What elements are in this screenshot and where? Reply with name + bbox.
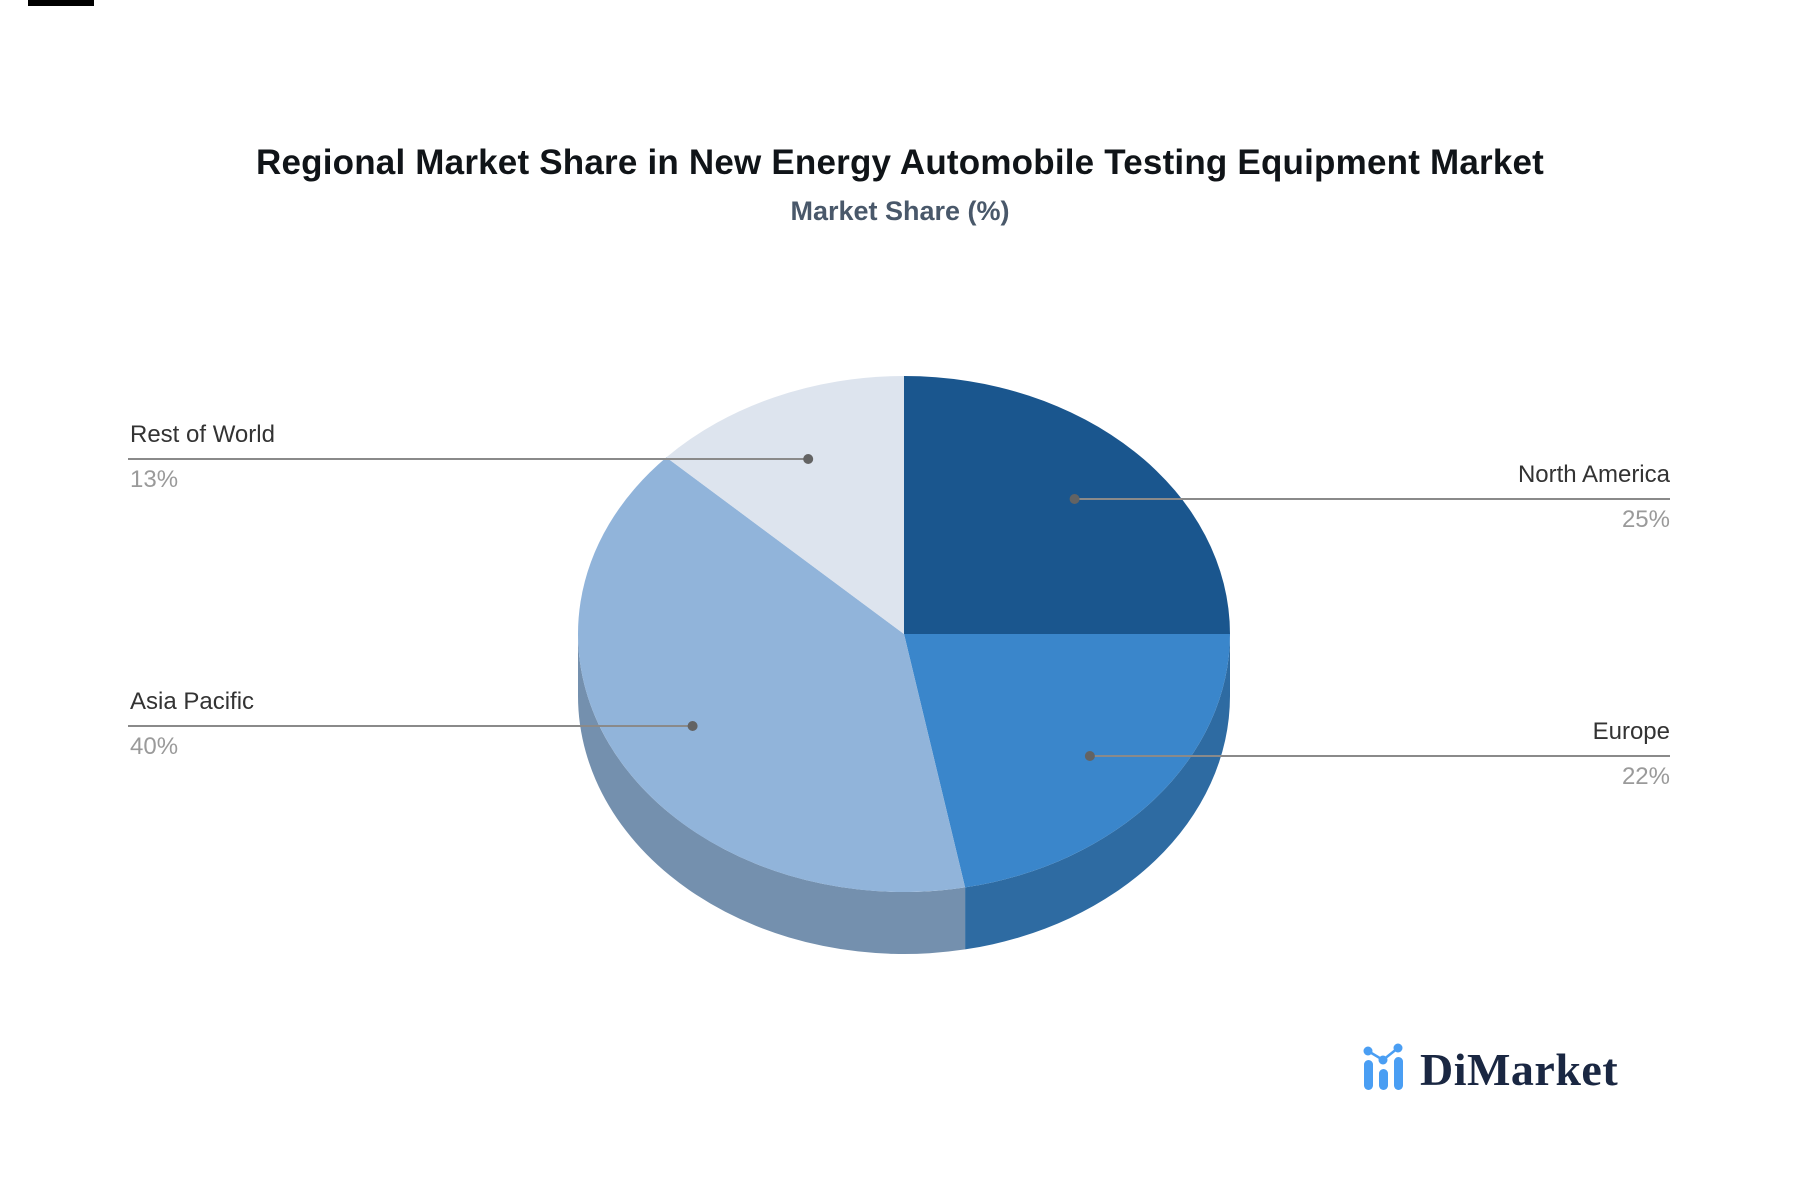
- logo-trend-dot: [1378, 1055, 1388, 1065]
- pie-label-name: Rest of World: [130, 421, 275, 448]
- brand-logo-text: DiMarket: [1420, 1044, 1619, 1095]
- pie-label-percent: 13%: [130, 466, 179, 493]
- pie-label-percent: 40%: [130, 733, 179, 760]
- logo-bar: [1394, 1057, 1403, 1090]
- brand-logo: DiMarket: [1362, 1040, 1619, 1095]
- screenshot-edge-artifact: [28, 0, 94, 6]
- pie-label-name: Asia Pacific: [130, 688, 255, 715]
- pie-label-asia-pacific: Asia Pacific 40%: [130, 688, 254, 760]
- chart-title: Regional Market Share in New Energy Auto…: [255, 143, 1545, 182]
- logo-trend-dot: [1393, 1043, 1403, 1053]
- chart-subtitle: Market Share (%): [790, 196, 1010, 226]
- callout-dot-europe: [1084, 751, 1095, 761]
- callout-dot-north-america: [1069, 494, 1080, 504]
- logo-bar: [1364, 1060, 1373, 1090]
- pie-slice-north-america: [904, 376, 1230, 634]
- logo-bar: [1379, 1069, 1388, 1090]
- callout-dot-rest-of-world: [803, 454, 814, 464]
- pie-depth-europe: [965, 634, 1230, 950]
- pie-slice-asia-pacific: [578, 457, 966, 892]
- pie-label-percent: 25%: [1621, 506, 1670, 533]
- pie-label-name: Europe: [1592, 718, 1670, 745]
- pie-label-europe: Europe 22%: [1593, 718, 1670, 790]
- pie-slice-europe: [904, 634, 1230, 888]
- pie-depth-asia-pacific: [578, 634, 966, 954]
- pie-slice-rest-of-world: [666, 376, 904, 634]
- logo-trend-dot: [1363, 1046, 1373, 1056]
- pie-label-north-america: North America 25%: [1518, 461, 1670, 533]
- pie-label-percent: 22%: [1621, 763, 1670, 790]
- callout-dot-asia-pacific: [687, 721, 698, 731]
- pie-label-rest-of-world: Rest of World 13%: [130, 421, 275, 493]
- bar-chart-with-trend-dots-icon: [1363, 1043, 1403, 1090]
- pie-label-name: North America: [1517, 461, 1670, 488]
